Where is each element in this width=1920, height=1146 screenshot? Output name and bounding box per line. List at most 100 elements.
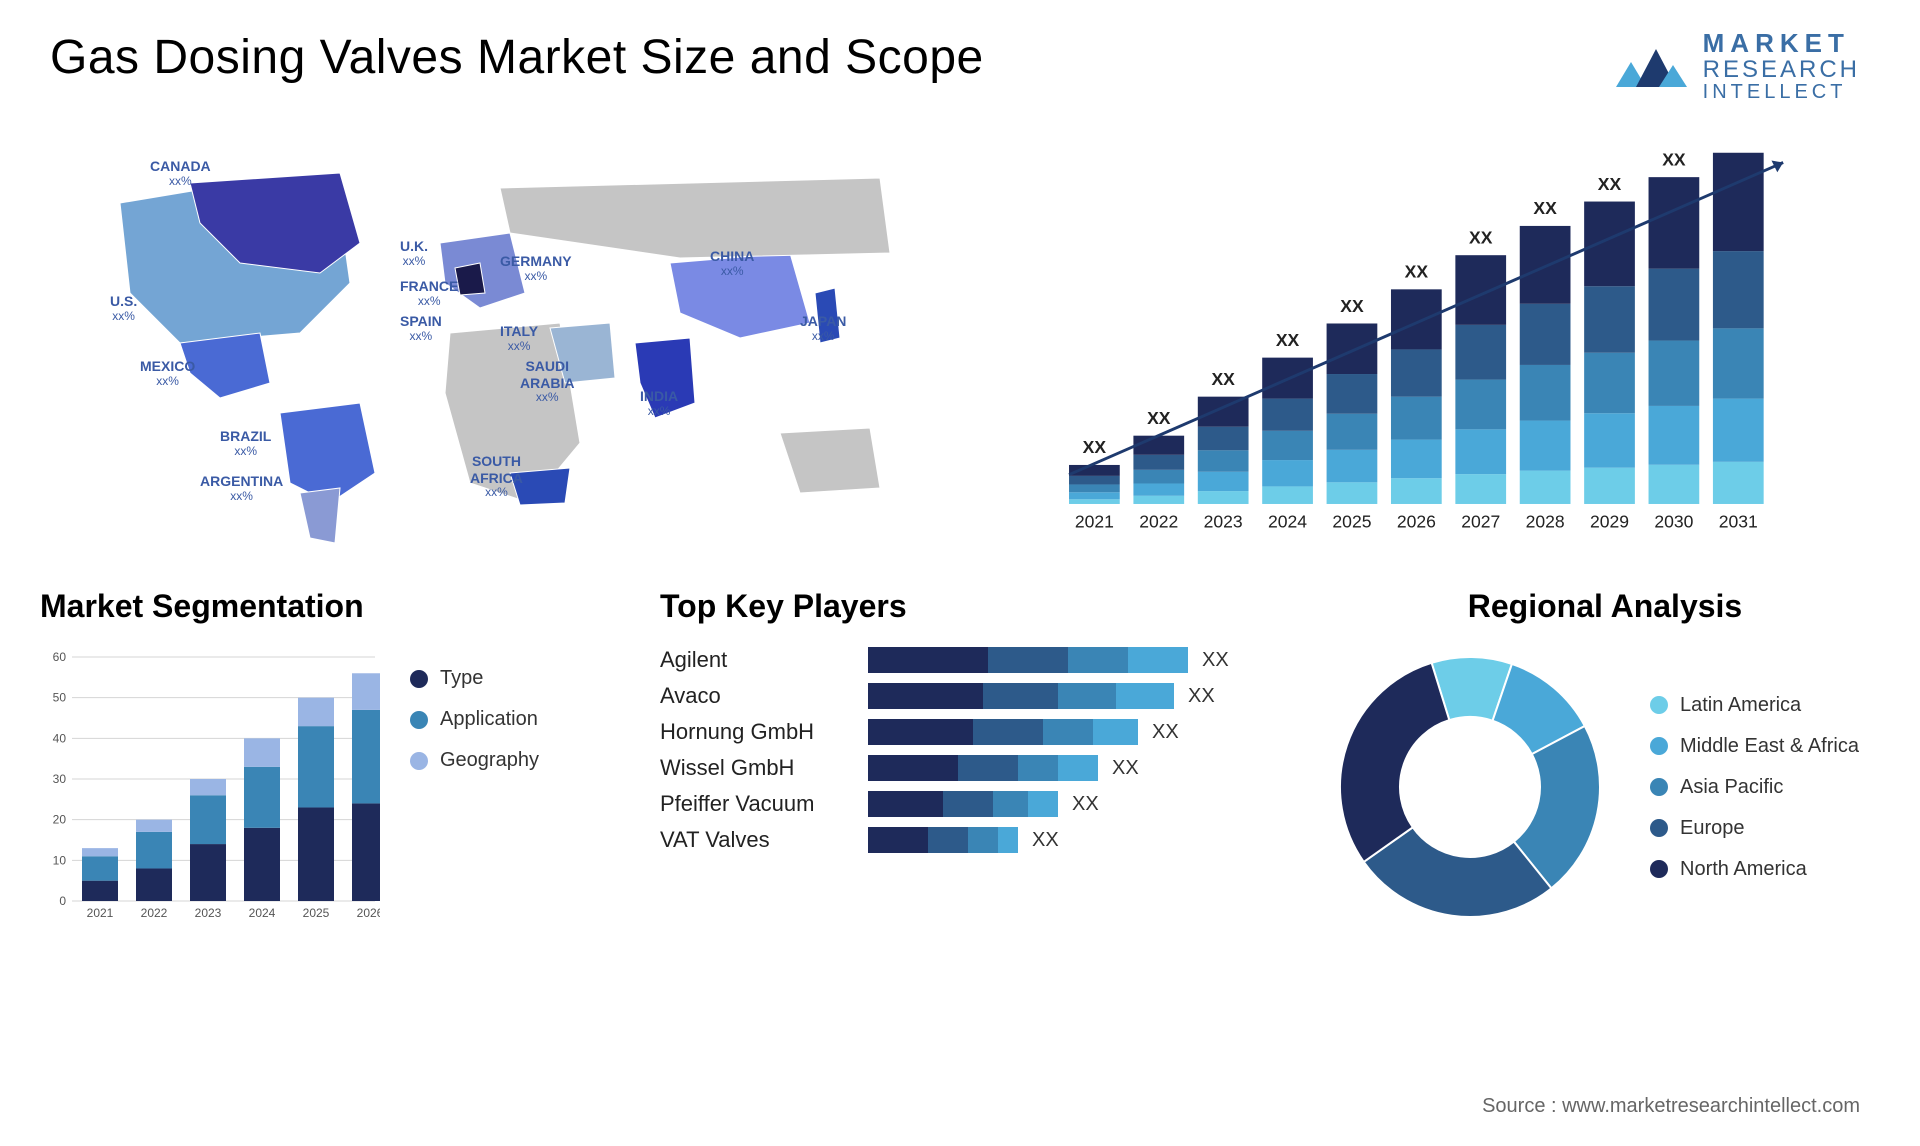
logo-line2: RESEARCH <box>1703 57 1860 82</box>
map-label: SPAINxx% <box>400 313 442 343</box>
map-label: ITALYxx% <box>500 323 538 353</box>
svg-text:XX: XX <box>1405 262 1429 282</box>
map-label: ARGENTINAxx% <box>200 473 283 503</box>
player-row: Pfeiffer Vacuum XX <box>660 791 1280 817</box>
legend-item: Asia Pacific <box>1650 776 1859 799</box>
player-name: Pfeiffer Vacuum <box>660 791 850 817</box>
svg-text:20: 20 <box>53 813 67 827</box>
svg-text:2031: 2031 <box>1719 512 1758 532</box>
svg-text:2030: 2030 <box>1654 512 1693 532</box>
source-footer: Source : www.marketresearchintellect.com <box>1482 1095 1860 1118</box>
player-value: XX <box>1032 829 1059 852</box>
svg-text:2027: 2027 <box>1461 512 1500 532</box>
map-label: CHINAxx% <box>710 248 754 278</box>
regional-donut <box>1330 647 1610 927</box>
player-value: XX <box>1112 757 1139 780</box>
player-name: Agilent <box>660 647 850 673</box>
map-label: CANADAxx% <box>150 158 211 188</box>
player-value: XX <box>1202 649 1229 672</box>
page-title: Gas Dosing Valves Market Size and Scope <box>50 30 984 85</box>
logo-line3: INTELLECT <box>1703 82 1860 103</box>
map-label: FRANCExx% <box>400 278 458 308</box>
player-name: Avaco <box>660 683 850 709</box>
legend-item: Middle East & Africa <box>1650 735 1859 758</box>
legend-swatch <box>1650 737 1668 755</box>
player-row: VAT Valves XX <box>660 827 1280 853</box>
map-label: SAUDIARABIAxx% <box>520 358 574 404</box>
svg-text:30: 30 <box>53 772 67 786</box>
legend-item: Application <box>410 708 539 731</box>
player-value: XX <box>1072 793 1099 816</box>
legend-label: Latin America <box>1680 694 1801 717</box>
legend-label: Europe <box>1680 817 1745 840</box>
svg-text:2029: 2029 <box>1590 512 1629 532</box>
map-label: BRAZILxx% <box>220 428 271 458</box>
logo-line1: MARKET <box>1703 30 1860 57</box>
legend-swatch <box>1650 860 1668 878</box>
svg-text:2023: 2023 <box>1204 512 1243 532</box>
svg-text:60: 60 <box>53 650 67 664</box>
map-label: INDIAxx% <box>640 388 678 418</box>
svg-text:2021: 2021 <box>1075 512 1114 532</box>
legend-swatch <box>1650 696 1668 714</box>
player-bar: XX <box>868 719 1179 745</box>
map-label: JAPANxx% <box>800 313 846 343</box>
svg-text:40: 40 <box>53 732 67 746</box>
svg-text:2023: 2023 <box>195 906 222 920</box>
svg-text:XX: XX <box>1469 228 1493 248</box>
segmentation-legend: Type Application Geography <box>410 647 539 927</box>
svg-text:XX: XX <box>1083 438 1107 458</box>
players-list: AgilentXXAvacoXXHornung GmbHXXWissel Gmb… <box>660 647 1280 853</box>
player-row: Wissel GmbH XX <box>660 755 1280 781</box>
player-row: Hornung GmbHXX <box>660 719 1280 745</box>
map-label: SOUTHAFRICAxx% <box>470 453 523 499</box>
map-label: U.S.xx% <box>110 293 137 323</box>
brand-logo: MARKET RESEARCH INTELLECT <box>1611 30 1860 103</box>
svg-text:XX: XX <box>1276 330 1300 350</box>
regional-section: Regional Analysis Latin America Middle Ea… <box>1330 588 1880 927</box>
legend-item: Geography <box>410 749 539 772</box>
segmentation-chart-svg: 0102030405060202120222023202420252026 <box>40 647 380 927</box>
svg-text:2026: 2026 <box>1397 512 1436 532</box>
legend-label: North America <box>1680 858 1807 881</box>
legend-label: Application <box>440 708 538 731</box>
svg-text:2026: 2026 <box>357 906 380 920</box>
legend-swatch <box>410 670 428 688</box>
segmentation-title: Market Segmentation <box>40 588 610 625</box>
legend-swatch <box>410 711 428 729</box>
svg-text:2022: 2022 <box>1139 512 1178 532</box>
player-name: VAT Valves <box>660 827 850 853</box>
players-section: Top Key Players AgilentXXAvacoXXHornung … <box>660 588 1280 927</box>
players-title: Top Key Players <box>660 588 1280 625</box>
segmentation-chart: 0102030405060202120222023202420252026 <box>40 647 380 927</box>
svg-text:XX: XX <box>1340 296 1364 316</box>
player-row: Avaco XX <box>660 683 1280 709</box>
svg-text:XX: XX <box>1727 143 1751 145</box>
regional-title: Regional Analysis <box>1330 588 1880 625</box>
player-bar: XX <box>868 647 1229 673</box>
bottom-row: Market Segmentation 01020304050602021202… <box>0 573 1920 927</box>
svg-text:XX: XX <box>1211 369 1235 389</box>
svg-text:2025: 2025 <box>1332 512 1371 532</box>
world-map: CANADAxx%U.S.xx%MEXICOxx%BRAZILxx%ARGENT… <box>40 133 940 543</box>
player-name: Wissel GmbH <box>660 755 850 781</box>
player-bar: XX <box>868 827 1059 853</box>
legend-label: Middle East & Africa <box>1680 735 1859 758</box>
svg-text:XX: XX <box>1147 408 1171 428</box>
legend-item: North America <box>1650 858 1859 881</box>
svg-text:0: 0 <box>59 894 66 908</box>
svg-text:XX: XX <box>1533 199 1557 219</box>
header: Gas Dosing Valves Market Size and Scope … <box>0 0 1920 123</box>
player-bar: XX <box>868 683 1215 709</box>
logo-text: MARKET RESEARCH INTELLECT <box>1703 30 1860 103</box>
legend-label: Geography <box>440 749 539 772</box>
legend-label: Type <box>440 667 483 690</box>
top-row: CANADAxx%U.S.xx%MEXICOxx%BRAZILxx%ARGENT… <box>0 123 1920 573</box>
legend-swatch <box>410 752 428 770</box>
svg-text:2024: 2024 <box>1268 512 1307 532</box>
svg-text:XX: XX <box>1598 174 1622 194</box>
svg-text:2024: 2024 <box>249 906 276 920</box>
map-label: GERMANYxx% <box>500 253 572 283</box>
legend-item: Europe <box>1650 817 1859 840</box>
map-label: U.K.xx% <box>400 238 428 268</box>
